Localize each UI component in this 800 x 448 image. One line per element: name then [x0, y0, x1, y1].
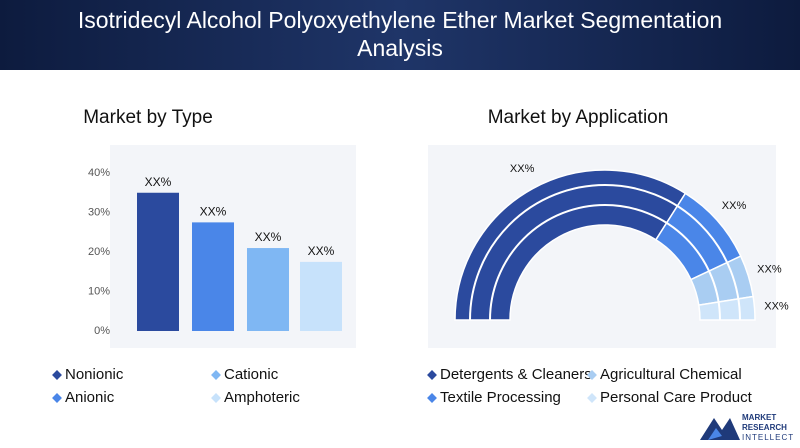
legend-marker — [211, 370, 221, 380]
legend-label: Textile Processing — [440, 389, 561, 406]
value-label: XX% — [764, 300, 789, 312]
brand: MARKET — [742, 413, 776, 422]
legend-marker — [427, 393, 437, 403]
legend-marker — [427, 370, 437, 380]
value-label: XX% — [757, 263, 782, 275]
chart-title: Market by Application — [488, 107, 669, 128]
value-label: XX% — [308, 244, 335, 258]
legend-label: Personal Care Product — [600, 389, 753, 406]
legend-marker — [587, 393, 597, 403]
bar — [300, 261, 342, 331]
legend-label: Cationic — [224, 366, 279, 383]
legend-marker — [587, 370, 597, 380]
brand: INTELLECT — [742, 433, 794, 442]
legend-label: Agricultural Chemical — [600, 366, 742, 383]
legend-label: Nonionic — [65, 366, 124, 383]
legend-marker — [52, 393, 62, 403]
banner — [0, 0, 800, 70]
bar — [192, 222, 234, 331]
y-tick-label: 0% — [94, 325, 110, 337]
legend-label: Detergents & Cleaners — [440, 366, 592, 383]
legend-marker — [211, 393, 221, 403]
value-label: XX% — [200, 205, 227, 219]
bar — [137, 192, 179, 331]
ring-separator — [469, 184, 741, 321]
y-tick-label: 10% — [88, 285, 110, 297]
y-tick-label: 20% — [88, 246, 110, 258]
bar — [247, 248, 289, 331]
value-label: XX% — [722, 200, 747, 212]
value-label: XX% — [510, 163, 535, 175]
ring-separator — [489, 204, 721, 321]
legend-marker — [52, 370, 62, 380]
value-label: XX% — [145, 175, 172, 189]
legend-label: Anionic — [65, 389, 115, 406]
chart-title: Market by Type — [83, 107, 213, 128]
y-tick-label: 30% — [88, 206, 110, 218]
brand: RESEARCH — [742, 423, 787, 432]
logo — [700, 418, 740, 440]
legend-label: Amphoteric — [224, 389, 300, 406]
value-label: XX% — [255, 230, 282, 244]
page-title: Isotridecyl Alcohol Polyoxyethylene Ethe… — [77, 7, 723, 61]
y-tick-label: 40% — [88, 167, 110, 179]
pie-slice — [697, 295, 756, 321]
